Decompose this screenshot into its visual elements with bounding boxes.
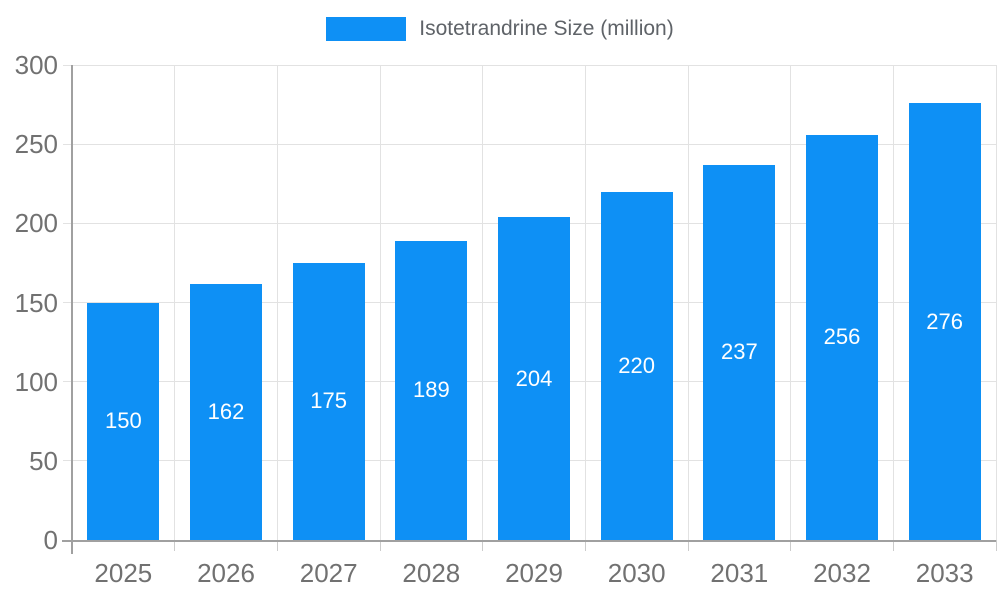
legend-label: Isotetrandrine Size (million) <box>419 17 674 40</box>
y-tick-label: 50 <box>29 445 58 476</box>
y-tick-label: 150 <box>14 287 58 318</box>
y-tick-label: 100 <box>14 366 58 397</box>
v-gridline <box>687 65 689 540</box>
bar <box>703 164 776 540</box>
v-gridline <box>995 65 997 540</box>
x-tick-mark <box>174 540 176 551</box>
bar <box>806 134 878 540</box>
x-tick-label: 2029 <box>505 558 563 588</box>
v-gridline <box>790 65 792 540</box>
x-tick-label: 2026 <box>197 558 255 588</box>
v-gridline <box>584 65 586 540</box>
bar-value-label: 276 <box>926 308 964 334</box>
x-tick-label: 2027 <box>299 558 358 588</box>
x-tick-mark <box>482 540 484 551</box>
v-gridline <box>379 65 381 540</box>
x-tick-label: 2028 <box>402 558 461 588</box>
bar <box>395 240 468 540</box>
h-gridline <box>63 143 996 145</box>
bar <box>908 103 981 540</box>
y-tick-label: 300 <box>14 50 58 80</box>
x-tick-mark <box>379 540 381 551</box>
v-gridline <box>174 65 176 540</box>
bar-value-label: 189 <box>412 377 450 403</box>
bar-value-label: 150 <box>104 408 142 434</box>
v-gridline <box>276 65 278 540</box>
y-axis-line <box>71 65 73 554</box>
x-tick-mark <box>276 540 278 551</box>
bar <box>498 217 570 540</box>
y-tick-label: 0 <box>43 525 58 555</box>
x-tick-mark <box>995 540 997 551</box>
bar <box>600 191 673 540</box>
h-gridline <box>63 64 996 66</box>
x-tick-mark <box>584 540 586 551</box>
x-tick-label: 2031 <box>710 558 769 588</box>
bar <box>87 302 160 540</box>
bar-value-label: 162 <box>207 398 245 424</box>
bar <box>292 262 365 540</box>
x-tick-label: 2030 <box>607 558 666 588</box>
bar-value-label: 256 <box>823 324 861 350</box>
x-tick-mark <box>790 540 792 551</box>
legend[interactable]: Isotetrandrine Size (million) <box>0 17 1000 41</box>
x-tick-mark <box>687 540 689 551</box>
bar-value-label: 237 <box>720 339 758 365</box>
x-tick-mark <box>892 540 894 551</box>
y-tick-label: 200 <box>14 208 58 239</box>
v-gridline <box>482 65 484 540</box>
bar-value-label: 175 <box>310 388 348 414</box>
bar <box>190 283 262 540</box>
bar-value-label: 204 <box>515 365 553 391</box>
x-tick-label: 2033 <box>915 558 974 588</box>
v-gridline <box>892 65 894 540</box>
bar-value-label: 220 <box>618 352 656 378</box>
x-axis-line <box>62 540 996 542</box>
x-tick-label: 2032 <box>813 558 871 588</box>
y-tick-label: 250 <box>14 129 58 160</box>
legend-swatch-icon <box>326 17 407 41</box>
x-tick-label: 2025 <box>94 558 153 588</box>
